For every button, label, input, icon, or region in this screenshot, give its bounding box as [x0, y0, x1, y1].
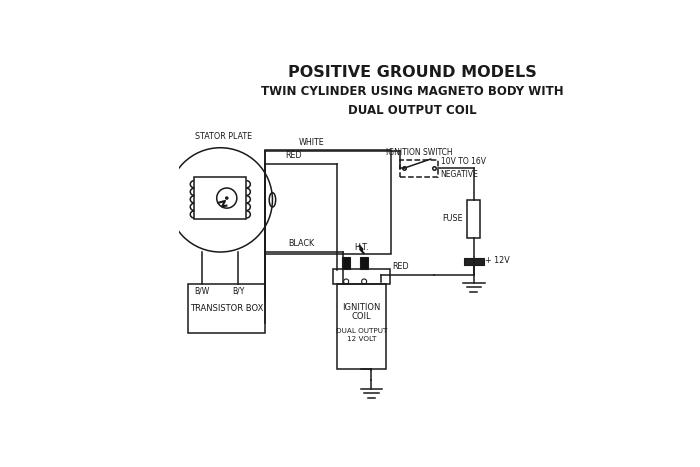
Bar	[265, 149, 391, 254]
Bar	[468, 200, 480, 238]
Text: RED: RED	[286, 150, 302, 160]
Text: BLACK: BLACK	[288, 239, 314, 248]
Bar	[333, 269, 390, 284]
Bar	[337, 284, 386, 369]
Text: TRANSISTOR BOX: TRANSISTOR BOX	[190, 304, 263, 313]
Bar	[188, 284, 265, 333]
Bar	[194, 177, 246, 219]
Text: FUSE: FUSE	[442, 214, 463, 223]
Text: STATOR PLATE: STATOR PLATE	[195, 132, 253, 141]
Text: B/W: B/W	[195, 286, 210, 295]
Text: POSITIVE GROUND MODELS: POSITIVE GROUND MODELS	[288, 65, 537, 80]
Bar	[360, 257, 368, 269]
Text: WHITE: WHITE	[299, 138, 325, 147]
Text: NEGATIVE: NEGATIVE	[441, 170, 479, 179]
Text: TWIN CYLINDER USING MAGNETO BODY WITH
DUAL OUTPUT COIL: TWIN CYLINDER USING MAGNETO BODY WITH DU…	[261, 85, 564, 117]
Text: IGNITION: IGNITION	[342, 303, 381, 312]
Text: B/Y: B/Y	[232, 286, 244, 295]
Text: IGNITION SWITCH: IGNITION SWITCH	[386, 148, 452, 157]
Bar	[464, 258, 484, 265]
Circle shape	[225, 196, 229, 200]
Text: 10V TO 16V: 10V TO 16V	[441, 157, 486, 166]
Bar	[342, 257, 350, 269]
Text: 12 VOLT: 12 VOLT	[346, 336, 376, 342]
Text: H.T.: H.T.	[354, 243, 369, 252]
Text: + 12V: + 12V	[484, 256, 510, 265]
Text: RED: RED	[392, 262, 408, 271]
Text: DUAL OUTPUT: DUAL OUTPUT	[336, 328, 387, 334]
Bar	[400, 160, 438, 177]
Text: COIL: COIL	[351, 312, 371, 321]
